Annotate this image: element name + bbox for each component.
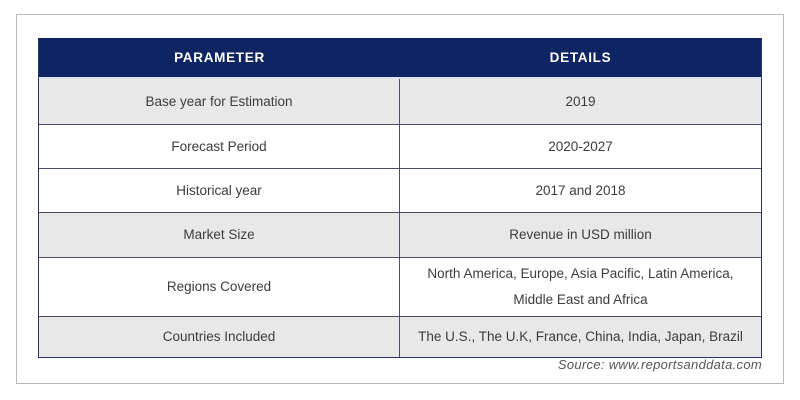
report-scope-table: PARAMETER DETAILS Base year for Estimati… <box>38 38 762 358</box>
column-header-parameter: PARAMETER <box>174 50 265 65</box>
parameter-cell: Countries Included <box>39 317 400 357</box>
parameter-cell: Forecast Period <box>39 125 400 168</box>
table-row-forecast-period: Forecast Period 2020-2027 <box>39 124 761 168</box>
details-cell: 2017 and 2018 <box>535 182 626 198</box>
parameter-cell: Base year for Estimation <box>39 79 400 124</box>
table-header-row: PARAMETER DETAILS <box>39 38 761 79</box>
details-cell: North America, Europe, Asia Pacific, Lat… <box>427 266 734 307</box>
details-cell: 2019 <box>565 93 596 109</box>
details-cell: The U.S., The U.K, France, China, India,… <box>418 329 743 345</box>
table-row-countries-included: Countries Included The U.S., The U.K, Fr… <box>39 316 761 357</box>
table-row-market-size: Market Size Revenue in USD million <box>39 212 761 257</box>
column-header-details: DETAILS <box>549 50 612 65</box>
parameter-cell: Regions Covered <box>39 258 400 316</box>
table-row-base-year: Base year for Estimation 2019 <box>39 79 761 124</box>
parameter-cell: Historical year <box>39 169 400 212</box>
parameter-cell: Market Size <box>39 213 400 257</box>
details-cell: Revenue in USD million <box>509 227 652 243</box>
table-row-regions-covered: Regions Covered North America, Europe, A… <box>39 257 761 316</box>
source-attribution: Source: www.reportsanddata.com <box>557 357 762 372</box>
table-row-historical-year: Historical year 2017 and 2018 <box>39 168 761 212</box>
details-cell: 2020-2027 <box>548 138 613 154</box>
page-border <box>16 14 784 384</box>
